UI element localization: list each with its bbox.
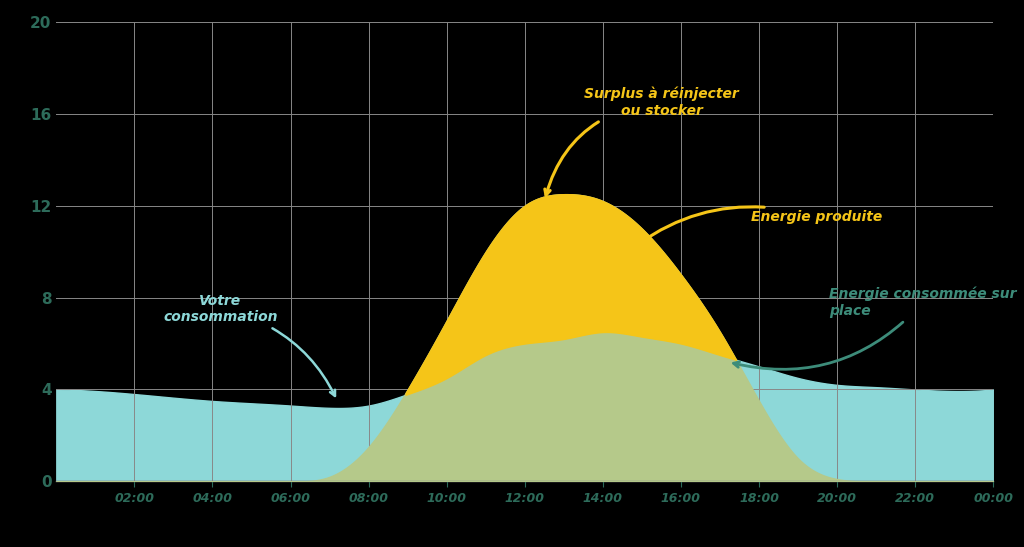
Text: Surplus à réinjecter
ou stocker: Surplus à réinjecter ou stocker — [545, 87, 738, 195]
Text: Energie produite: Energie produite — [639, 207, 883, 243]
Text: Energie consommée sur
place: Energie consommée sur place — [733, 287, 1017, 369]
Text: Votre
consommation: Votre consommation — [163, 294, 335, 396]
